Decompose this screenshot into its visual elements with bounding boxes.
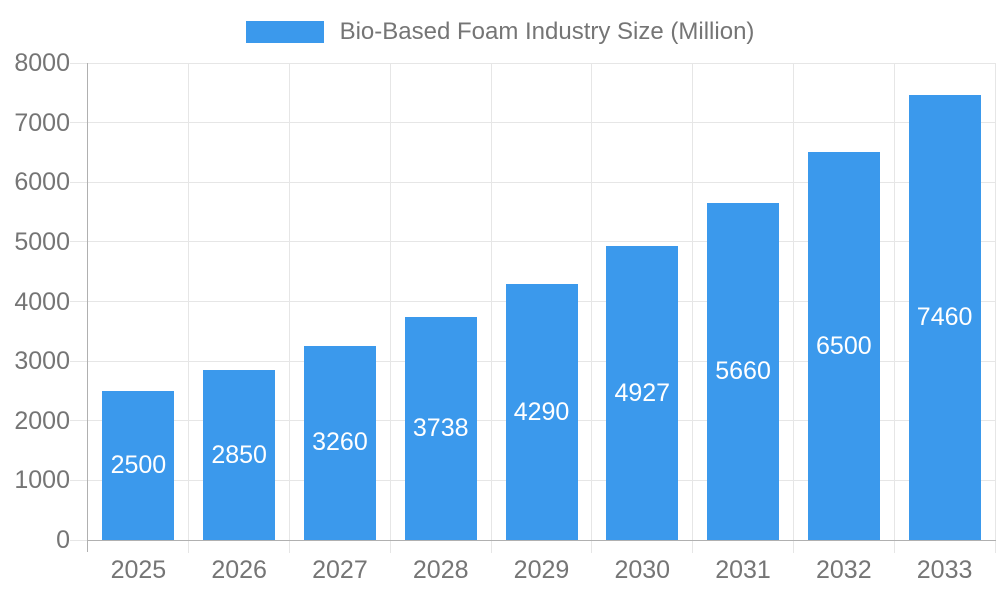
x-tick-mark bbox=[289, 541, 291, 553]
bar-value-label: 2500 bbox=[110, 450, 167, 479]
plot-area: 2500 2850 3260 3738 4290 4927 5660 6500 7460 bbox=[70, 63, 996, 541]
x-tick-mark bbox=[692, 541, 694, 553]
v-gridline bbox=[692, 63, 694, 540]
bar-value-label: 6500 bbox=[816, 331, 872, 360]
x-tick-label: 2030 bbox=[614, 556, 671, 584]
x-tick-mark bbox=[490, 541, 492, 553]
legend-label: Bio-Based Foam Industry Size (Million) bbox=[339, 18, 755, 45]
x-tick-label: 2025 bbox=[110, 556, 167, 584]
y-tick-label: 4000 bbox=[14, 287, 70, 316]
x-tick-label: 2033 bbox=[916, 556, 973, 584]
bar: 2850 bbox=[203, 370, 276, 540]
x-axis-line bbox=[88, 540, 996, 541]
v-gridline bbox=[389, 63, 391, 540]
v-gridline bbox=[591, 63, 593, 540]
y-tick-label: 0 bbox=[56, 526, 70, 554]
legend-swatch bbox=[245, 21, 324, 43]
v-gridline bbox=[188, 63, 190, 540]
bar-value-label: 4927 bbox=[614, 378, 671, 407]
bar: 7460 bbox=[908, 95, 981, 540]
bar-value-label: 2850 bbox=[211, 440, 267, 469]
y-tick-label: 3000 bbox=[14, 347, 70, 376]
v-gridline bbox=[490, 63, 492, 540]
x-tick-mark bbox=[389, 541, 391, 553]
bar: 4290 bbox=[505, 284, 578, 540]
bar-value-label: 3738 bbox=[412, 414, 469, 443]
bar-value-label: 7460 bbox=[916, 303, 973, 332]
h-gridline bbox=[70, 241, 995, 243]
x-tick-label: 2028 bbox=[412, 556, 469, 584]
bar: 2500 bbox=[102, 390, 175, 540]
y-tick-label: 5000 bbox=[14, 227, 70, 256]
v-gridline bbox=[893, 63, 895, 540]
h-gridline bbox=[70, 63, 995, 64]
bar: 6500 bbox=[807, 152, 880, 540]
v-gridline bbox=[792, 63, 794, 540]
x-tick-mark bbox=[792, 541, 794, 553]
bar: 5660 bbox=[707, 202, 780, 540]
x-tick-mark bbox=[994, 541, 996, 553]
bar: 4927 bbox=[606, 246, 679, 540]
h-gridline bbox=[70, 181, 995, 183]
bar-value-label: 4290 bbox=[513, 397, 570, 426]
bar-value-label: 3260 bbox=[312, 428, 368, 457]
x-tick-label: 2029 bbox=[513, 556, 570, 584]
y-tick-label: 1000 bbox=[14, 466, 70, 495]
y-tick-label: 8000 bbox=[14, 49, 70, 77]
x-tick-mark bbox=[188, 541, 190, 553]
bar-value-label: 5660 bbox=[715, 356, 771, 385]
v-gridline bbox=[994, 63, 996, 540]
y-axis-line bbox=[87, 63, 88, 552]
y-tick-label: 2000 bbox=[14, 406, 70, 435]
x-tick-label: 2027 bbox=[312, 556, 368, 584]
h-gridline bbox=[70, 122, 995, 124]
x-tick-label: 2032 bbox=[816, 556, 872, 584]
legend: Bio-Based Foam Industry Size (Million) bbox=[0, 18, 1000, 46]
bar: 3260 bbox=[303, 345, 376, 540]
x-tick-mark bbox=[893, 541, 895, 553]
x-tick-mark bbox=[591, 541, 593, 553]
bars-layer: 2500 2850 3260 3738 4290 4927 5660 6500 7460 bbox=[88, 63, 995, 540]
y-tick-label: 7000 bbox=[14, 108, 70, 137]
v-gridline bbox=[289, 63, 291, 540]
x-tick-label: 2031 bbox=[715, 556, 771, 584]
y-tick-label: 6000 bbox=[14, 168, 70, 197]
x-tick-label: 2026 bbox=[211, 556, 267, 584]
bar: 3738 bbox=[404, 317, 477, 540]
